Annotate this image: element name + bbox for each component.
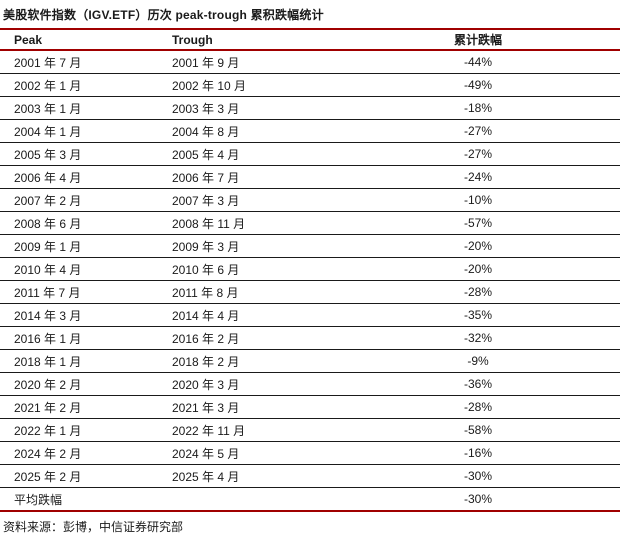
- summary-value: -30%: [463, 492, 492, 506]
- cell-trough: 2004 年 8 月: [172, 124, 240, 139]
- table-row: 2022 年 1 月 2022 年 11 月 -58%: [0, 419, 620, 442]
- cell-trough: 2006 年 7 月: [172, 170, 240, 185]
- cell-trough: 2001 年 9 月: [172, 55, 240, 70]
- column-header-peak: Peak: [14, 32, 43, 47]
- table-row: 2004 年 1 月 2004 年 8 月 -27%: [0, 120, 620, 143]
- cell-trough: 2014 年 4 月: [172, 308, 240, 323]
- table-row: 2002 年 1 月 2002 年 10 月 -49%: [0, 74, 620, 97]
- table-body: 2001 年 7 月 2001 年 9 月 -44% 2002 年 1 月 20…: [0, 50, 620, 488]
- cell-peak: 2007 年 2 月: [14, 193, 82, 208]
- cell-peak: 2024 年 2 月: [14, 446, 82, 461]
- table-row: 2010 年 4 月 2010 年 6 月 -20%: [0, 258, 620, 281]
- table-row: 2016 年 1 月 2016 年 2 月 -32%: [0, 327, 620, 350]
- cell-peak: 2005 年 3 月: [14, 147, 82, 162]
- cell-peak: 2020 年 2 月: [14, 377, 82, 392]
- cell-trough: 2007 年 3 月: [172, 193, 240, 208]
- cell-peak: 2001 年 7 月: [14, 55, 82, 70]
- cell-drawdown: -9%: [467, 354, 489, 368]
- table-row: 2006 年 4 月 2006 年 7 月 -24%: [0, 166, 620, 189]
- cell-drawdown: -28%: [463, 400, 492, 414]
- cell-drawdown: -58%: [463, 423, 492, 437]
- table-row: 2020 年 2 月 2020 年 3 月 -36%: [0, 373, 620, 396]
- table-header-row: Peak Trough 累计跌幅: [0, 29, 620, 50]
- summary-row: 平均跌幅 -30%: [0, 488, 620, 512]
- cell-trough: 2003 年 3 月: [172, 101, 240, 116]
- cell-drawdown: -57%: [463, 216, 492, 230]
- cell-peak: 2016 年 1 月: [14, 331, 82, 346]
- cell-drawdown: -30%: [463, 469, 492, 483]
- cell-drawdown: -44%: [463, 55, 492, 69]
- cell-peak: 2008 年 6 月: [14, 216, 82, 231]
- table-row: 2021 年 2 月 2021 年 3 月 -28%: [0, 396, 620, 419]
- cell-drawdown: -36%: [463, 377, 492, 391]
- table-row: 2011 年 7 月 2011 年 8 月 -28%: [0, 281, 620, 304]
- table-row: 2008 年 6 月 2008 年 11 月 -57%: [0, 212, 620, 235]
- cell-drawdown: -16%: [463, 446, 492, 460]
- cell-trough: 2022 年 11 月: [172, 423, 246, 438]
- table-row: 2018 年 1 月 2018 年 2 月 -9%: [0, 350, 620, 373]
- summary-empty-cell: [172, 488, 336, 512]
- table-row: 2025 年 2 月 2025 年 4 月 -30%: [0, 465, 620, 488]
- cell-drawdown: -28%: [463, 285, 492, 299]
- cell-drawdown: -10%: [463, 193, 492, 207]
- cell-trough: 2018 年 2 月: [172, 354, 240, 369]
- cell-peak: 2010 年 4 月: [14, 262, 82, 277]
- cell-peak: 2014 年 3 月: [14, 308, 82, 323]
- cell-trough: 2016 年 2 月: [172, 331, 240, 346]
- cell-peak: 2021 年 2 月: [14, 400, 82, 415]
- table-row: 2003 年 1 月 2003 年 3 月 -18%: [0, 97, 620, 120]
- cell-trough: 2005 年 4 月: [172, 147, 240, 162]
- cell-peak: 2009 年 1 月: [14, 239, 82, 254]
- cell-peak: 2002 年 1 月: [14, 78, 82, 93]
- cell-peak: 2003 年 1 月: [14, 101, 82, 116]
- table-row: 2001 年 7 月 2001 年 9 月 -44%: [0, 50, 620, 74]
- table-row: 2014 年 3 月 2014 年 4 月 -35%: [0, 304, 620, 327]
- cell-peak: 2011 年 7 月: [14, 285, 81, 300]
- cell-peak: 2022 年 1 月: [14, 423, 82, 438]
- cell-drawdown: -20%: [463, 239, 492, 253]
- table-row: 2009 年 1 月 2009 年 3 月 -20%: [0, 235, 620, 258]
- cell-trough: 2008 年 11 月: [172, 216, 246, 231]
- drawdown-table: Peak Trough 累计跌幅 2001 年 7 月 2001 年 9 月 -…: [0, 28, 620, 512]
- cell-trough: 2020 年 3 月: [172, 377, 240, 392]
- cell-drawdown: -27%: [463, 147, 492, 161]
- cell-trough: 2010 年 6 月: [172, 262, 240, 277]
- summary-label: 平均跌幅: [14, 492, 63, 507]
- cell-peak: 2004 年 1 月: [14, 124, 82, 139]
- table-row: 2007 年 2 月 2007 年 3 月 -10%: [0, 189, 620, 212]
- cell-drawdown: -49%: [463, 78, 492, 92]
- cell-peak: 2025 年 2 月: [14, 469, 82, 484]
- page-title: 美股软件指数（IGV.ETF）历次 peak-trough 累积跌幅统计: [3, 8, 324, 22]
- cell-drawdown: -32%: [463, 331, 492, 345]
- source-note: 资料来源：彭博，中信证券研究部: [3, 520, 184, 534]
- table-row: 2024 年 2 月 2024 年 5 月 -16%: [0, 442, 620, 465]
- column-header-drawdown: 累计跌幅: [453, 33, 502, 47]
- cell-drawdown: -27%: [463, 124, 492, 138]
- cell-drawdown: -24%: [463, 170, 492, 184]
- cell-drawdown: -35%: [463, 308, 492, 322]
- column-header-trough: Trough: [172, 32, 213, 47]
- cell-trough: 2009 年 3 月: [172, 239, 240, 254]
- table-row: 2005 年 3 月 2005 年 4 月 -27%: [0, 143, 620, 166]
- cell-drawdown: -20%: [463, 262, 492, 276]
- cell-drawdown: -18%: [463, 101, 492, 115]
- cell-peak: 2018 年 1 月: [14, 354, 82, 369]
- cell-trough: 2011 年 8 月: [172, 285, 239, 300]
- cell-peak: 2006 年 4 月: [14, 170, 82, 185]
- cell-trough: 2025 年 4 月: [172, 469, 240, 484]
- cell-trough: 2024 年 5 月: [172, 446, 240, 461]
- cell-trough: 2021 年 3 月: [172, 400, 240, 415]
- cell-trough: 2002 年 10 月: [172, 78, 247, 93]
